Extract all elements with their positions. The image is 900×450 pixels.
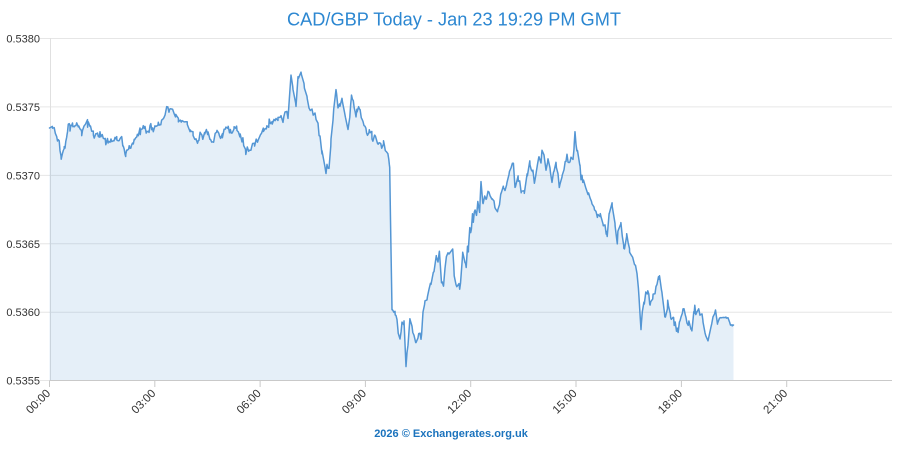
svg-text:0.5355: 0.5355	[6, 376, 40, 388]
svg-text:0.5360: 0.5360	[6, 307, 40, 319]
svg-text:0.5375: 0.5375	[6, 102, 40, 114]
svg-text:2026 © Exchangerates.org.uk: 2026 © Exchangerates.org.uk	[374, 428, 529, 440]
svg-text:0.5370: 0.5370	[6, 170, 40, 182]
svg-text:0.5365: 0.5365	[6, 239, 40, 251]
svg-text:CAD/GBP Today - Jan 23 19:29 P: CAD/GBP Today - Jan 23 19:29 PM GMT	[287, 10, 621, 30]
svg-text:0.5380: 0.5380	[6, 34, 40, 46]
